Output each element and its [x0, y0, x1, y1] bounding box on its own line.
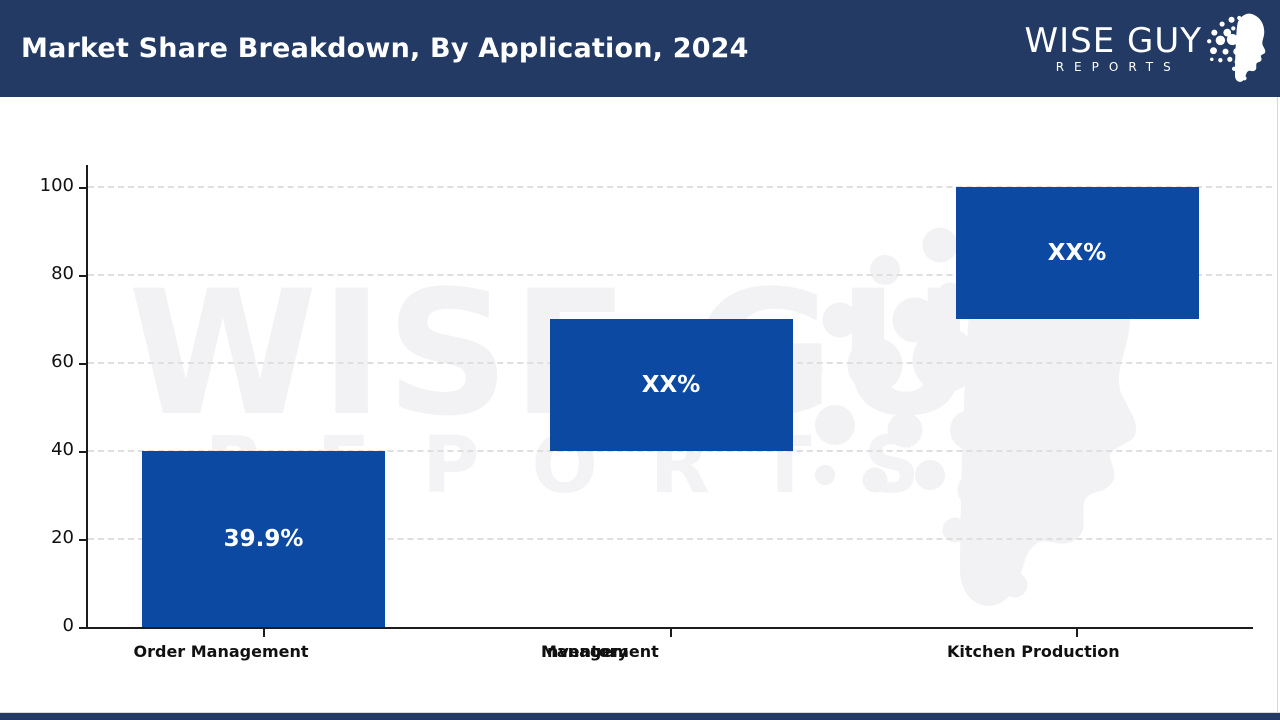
y-tick-label-80: 80	[51, 263, 74, 284]
x-tick-label-line: Order Management	[133, 642, 309, 661]
page-title: Market Share Breakdown, By Application, …	[21, 33, 749, 64]
y-axis-line	[86, 165, 88, 629]
logo-wordmark-line2: REPORTS	[1055, 60, 1181, 74]
chart-area: WISE GUY REPORTS 0 20 40 60 80 100 39.9% Order …	[0, 97, 1280, 714]
y-tick-label-40: 40	[51, 439, 74, 460]
x-tick-label-line: Kitchen Production	[947, 642, 1120, 661]
bar-order-management: 39.9%	[142, 451, 385, 627]
footer-bar	[0, 712, 1280, 720]
x-tick-order-management	[262, 629, 265, 637]
logo-face-icon	[1204, 12, 1266, 86]
x-axis-line	[86, 627, 1253, 629]
bar-value-label-inventory-management: XX%	[641, 372, 701, 398]
gridline-80	[88, 274, 1272, 276]
gridline-20	[88, 538, 1272, 540]
y-tick-80	[79, 275, 87, 277]
bar-inventory-management: XX%	[549, 319, 793, 451]
x-tick-label-line: Management	[541, 642, 659, 661]
y-tick-40	[79, 451, 87, 453]
y-tick-label-0: 0	[62, 615, 74, 636]
y-tick-0	[79, 627, 87, 629]
y-tick-label-100: 100	[39, 175, 74, 196]
logo-wordmark: WISE GUY REPORTS	[1024, 24, 1202, 73]
header: Market Share Breakdown, By Application, …	[0, 0, 1280, 97]
gridline-40	[88, 450, 1272, 452]
wise-guy-logo: WISE GUY REPORTS	[1024, 12, 1266, 86]
bar-value-label-kitchen-production: XX%	[1047, 240, 1107, 266]
y-tick-60	[79, 363, 87, 365]
bar-value-label-order-management: 39.9%	[223, 526, 304, 552]
y-tick-20	[79, 539, 87, 541]
x-tick-inventory-management	[670, 629, 672, 637]
logo-wordmark-line1: WISE GUY	[1024, 21, 1202, 61]
gridline-100	[88, 186, 1272, 188]
y-tick-label-20: 20	[51, 527, 74, 548]
bar-kitchen-production: XX%	[955, 187, 1199, 319]
y-tick-100	[79, 187, 87, 189]
right-border-line	[1277, 97, 1278, 713]
x-tick-kitchen-production	[1076, 629, 1078, 637]
y-tick-label-60: 60	[51, 351, 74, 372]
x-tick-label-line: Inventory	[541, 642, 628, 661]
